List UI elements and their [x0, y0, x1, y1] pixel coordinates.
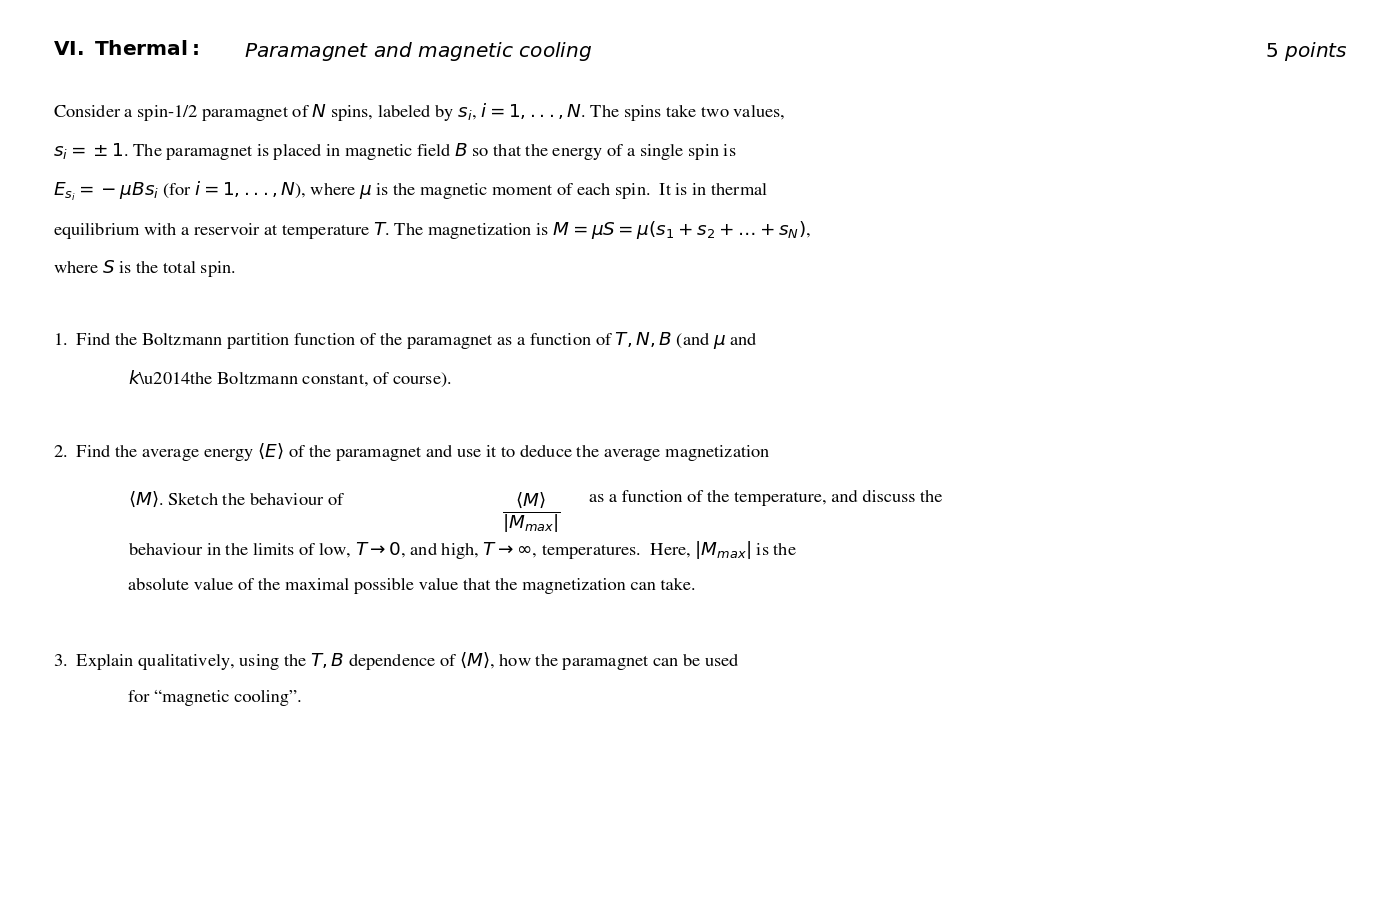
Text: as a function of the temperature, and discuss the: as a function of the temperature, and di… — [589, 490, 943, 506]
Text: 1.  Find the Boltzmann partition function of the paramagnet as a function of $T,: 1. Find the Boltzmann partition function… — [53, 330, 757, 351]
Text: $\langle M\rangle$. Sketch the behaviour of: $\langle M\rangle$. Sketch the behaviour… — [128, 490, 345, 509]
Text: behaviour in the limits of low, $T\to 0$, and high, $T\to\infty$, temperatures. : behaviour in the limits of low, $T\to 0$… — [128, 539, 796, 561]
Text: $\it{Paramagnet\ and\ magnetic\ cooling}$: $\it{Paramagnet\ and\ magnetic\ cooling}… — [244, 40, 592, 64]
Text: Consider a spin-1/2 paramagnet of $N$ spins, labeled by $s_i$, $i = 1,...,N$. Th: Consider a spin-1/2 paramagnet of $N$ sp… — [53, 101, 785, 123]
Text: $\it{5\ points}$: $\it{5\ points}$ — [1265, 40, 1348, 64]
Text: $s_i = \pm 1$. The paramagnet is placed in magnetic field $B$ so that the energy: $s_i = \pm 1$. The paramagnet is placed … — [53, 140, 736, 162]
Text: 2.  Find the average energy $\langle E\rangle$ of the paramagnet and use it to d: 2. Find the average energy $\langle E\ra… — [53, 441, 770, 463]
Text: for “magnetic cooling”.: for “magnetic cooling”. — [128, 690, 301, 706]
Text: equilibrium with a reservoir at temperature $T$. The magnetization is $M = \mu S: equilibrium with a reservoir at temperat… — [53, 219, 810, 241]
Text: $\bf{VI.\ Thermal:}$: $\bf{VI.\ Thermal:}$ — [53, 40, 198, 59]
Text: where $S$ is the total spin.: where $S$ is the total spin. — [53, 258, 236, 278]
Text: $\dfrac{\langle M\rangle}{|M_{max}|}$: $\dfrac{\langle M\rangle}{|M_{max}|}$ — [502, 490, 560, 535]
Text: $k$\u2014the Boltzmann constant, of course).: $k$\u2014the Boltzmann constant, of cour… — [128, 369, 451, 389]
Text: absolute value of the maximal possible value that the magnetization can take.: absolute value of the maximal possible v… — [128, 578, 695, 594]
Text: $E_{s_i} = -\mu B s_i$ (for $i = 1,...,N$), where $\mu$ is the magnetic moment o: $E_{s_i} = -\mu B s_i$ (for $i = 1,...,N… — [53, 180, 768, 203]
Text: 3.  Explain qualitatively, using the $T, B$ dependence of $\langle M\rangle$, ho: 3. Explain qualitatively, using the $T, … — [53, 650, 739, 673]
